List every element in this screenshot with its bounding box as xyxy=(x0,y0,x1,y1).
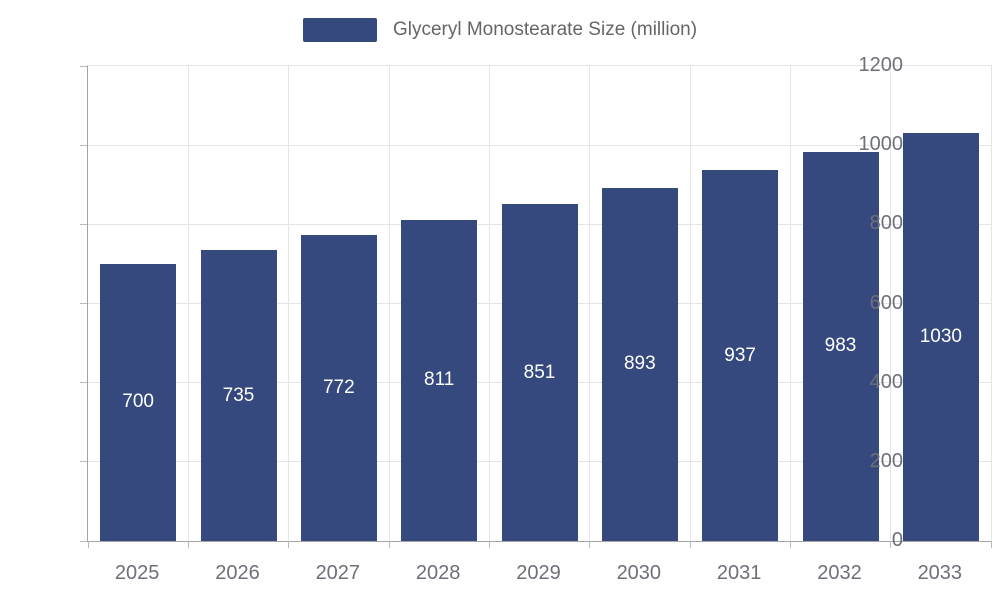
v-gridline xyxy=(789,66,791,541)
x-axis-tick xyxy=(890,541,892,548)
y-tick-label: 400 xyxy=(869,370,903,393)
x-tick-label: 2030 xyxy=(616,562,662,584)
x-axis-tick xyxy=(990,541,992,548)
y-axis-tick xyxy=(80,144,87,146)
x-tick-label: 2032 xyxy=(817,562,862,584)
x-axis-tick xyxy=(288,541,290,548)
y-tick-label: 600 xyxy=(869,291,903,314)
x-tick-label: 2033 xyxy=(917,562,963,584)
y-axis-tick xyxy=(80,540,87,542)
y-axis-tick xyxy=(80,382,87,384)
x-axis-tick xyxy=(689,541,691,548)
bar xyxy=(401,219,478,541)
y-axis-tick xyxy=(80,223,87,225)
x-axis-tick xyxy=(87,541,89,548)
bar xyxy=(802,151,879,541)
legend-label: Glyceryl Monostearate Size (million) xyxy=(392,19,698,40)
x-axis-tick xyxy=(187,541,189,548)
bar xyxy=(100,263,177,541)
x-tick-label: 2026 xyxy=(215,562,260,584)
x-axis-tick xyxy=(589,541,591,548)
bar xyxy=(501,204,578,541)
y-axis-tick xyxy=(80,303,87,304)
v-gridline xyxy=(187,66,189,541)
bar xyxy=(902,133,979,541)
bar xyxy=(300,235,377,541)
bar xyxy=(200,250,277,541)
v-gridline xyxy=(589,66,591,541)
x-tick-label: 2027 xyxy=(315,562,361,584)
x-tick-label: 2031 xyxy=(716,562,762,584)
y-tick-label: 1200 xyxy=(858,54,904,76)
x-tick-label: 2029 xyxy=(516,562,561,584)
y-tick-label: 800 xyxy=(869,212,903,235)
h-gridline xyxy=(88,144,991,146)
bar xyxy=(601,187,678,541)
x-axis-tick xyxy=(789,541,791,548)
legend[interactable]: Glyceryl Monostearate Size (million) xyxy=(0,18,1000,42)
legend-swatch xyxy=(302,18,377,42)
v-gridline xyxy=(689,66,691,541)
x-tick-label: 2028 xyxy=(415,562,461,584)
x-axis-tick xyxy=(388,541,390,548)
y-tick-label: 0 xyxy=(891,529,903,551)
v-gridline xyxy=(388,66,390,541)
plot-area: 700 735 772 811 851 893 937 983 1030 xyxy=(80,65,992,548)
x-axis-tick xyxy=(488,541,490,548)
bar xyxy=(702,170,779,541)
v-gridline xyxy=(288,66,290,541)
y-tick-label: 200 xyxy=(869,449,903,472)
y-tick-label: 1000 xyxy=(858,133,904,156)
v-gridline xyxy=(488,66,490,541)
y-axis-tick xyxy=(80,65,87,67)
y-axis-tick xyxy=(80,461,87,463)
v-gridline xyxy=(890,66,892,541)
x-tick-label: 2025 xyxy=(114,562,160,584)
